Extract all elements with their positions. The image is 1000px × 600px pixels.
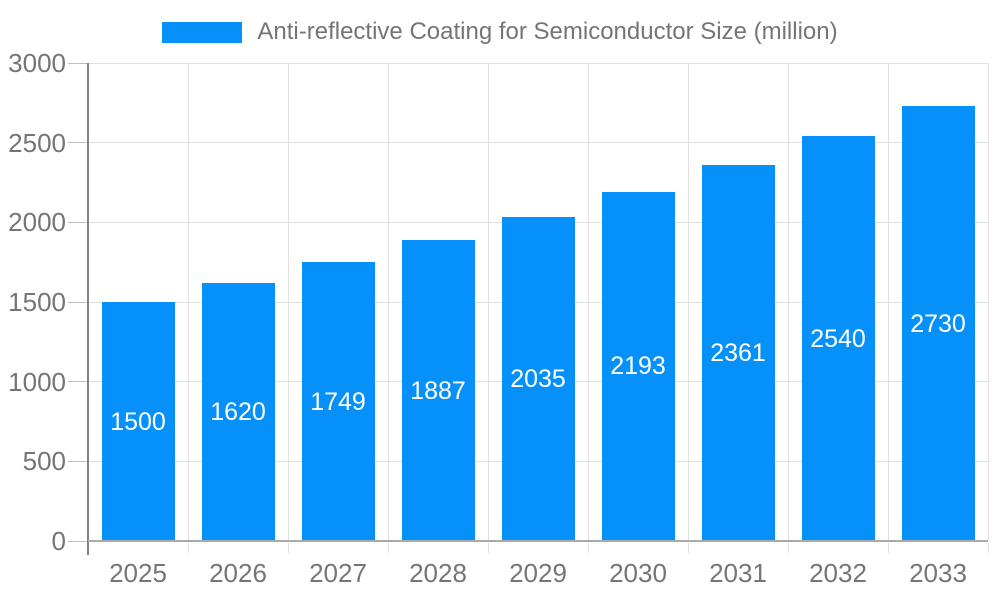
y-tick-mark	[68, 540, 88, 542]
x-tick-mark	[787, 543, 789, 553]
bar[interactable]	[701, 164, 775, 541]
x-tick-mark	[287, 543, 289, 553]
bar[interactable]	[601, 191, 675, 541]
bar-value-label: 2193	[610, 352, 666, 381]
y-tick-label: 1500	[8, 287, 66, 317]
x-axis-label: 2027	[309, 558, 367, 588]
bar-value-label: 2730	[910, 309, 966, 338]
y-tick-mark	[68, 62, 88, 64]
y-tick-label: 2000	[8, 207, 66, 238]
bar[interactable]	[901, 106, 975, 541]
x-axis-label: 2030	[609, 558, 667, 588]
x-gridline	[887, 63, 889, 541]
x-gridline	[287, 63, 289, 541]
x-tick-mark	[687, 543, 689, 553]
legend[interactable]: Anti-reflective Coating for Semiconducto…	[0, 14, 1000, 50]
y-tick-label: 3000	[8, 48, 66, 78]
x-gridline	[987, 63, 989, 541]
x-gridline	[587, 63, 589, 541]
x-gridline	[787, 63, 789, 541]
bar[interactable]	[101, 302, 175, 541]
y-gridline	[88, 62, 988, 64]
bar-value-label: 2035	[510, 364, 566, 393]
y-tick-label: 0	[51, 526, 66, 556]
y-tick-mark	[68, 142, 88, 144]
x-axis-label: 2033	[909, 558, 967, 588]
y-gridline	[88, 142, 988, 144]
x-tick-mark	[187, 543, 189, 553]
bar[interactable]	[801, 136, 875, 541]
legend-label[interactable]: Anti-reflective Coating for Semiconducto…	[257, 18, 838, 45]
y-tick-label: 1000	[8, 366, 66, 397]
bar-value-label: 1749	[310, 387, 366, 416]
bar-value-label: 1887	[410, 376, 466, 405]
bar-value-label: 2540	[810, 324, 866, 353]
y-tick-mark	[68, 381, 88, 383]
x-tick-mark	[887, 543, 889, 553]
x-gridline	[687, 63, 689, 541]
x-tick-mark	[487, 543, 489, 553]
x-gridline	[387, 63, 389, 541]
y-tick-label: 500	[22, 446, 66, 477]
x-axis-label: 2025	[109, 558, 167, 588]
x-tick-mark	[387, 543, 389, 553]
x-axis-label: 2029	[509, 558, 567, 588]
bar-value-label: 1500	[110, 407, 166, 436]
x-axis-label: 2028	[409, 558, 467, 588]
bar[interactable]	[401, 240, 475, 541]
bar[interactable]	[201, 282, 275, 541]
y-tick-label: 2500	[8, 127, 66, 158]
y-tick-mark	[68, 221, 88, 223]
bar[interactable]	[301, 262, 375, 541]
x-axis-label: 2032	[809, 558, 867, 588]
y-tick-mark	[68, 301, 88, 303]
bar-value-label: 1620	[210, 397, 266, 426]
x-tick-mark	[987, 543, 989, 553]
x-tick-mark	[587, 543, 589, 553]
bar[interactable]	[501, 216, 575, 541]
y-axis-line	[87, 63, 89, 555]
x-gridline	[487, 63, 489, 541]
x-gridline	[187, 63, 189, 541]
y-tick-mark	[68, 460, 88, 462]
x-axis-line	[88, 540, 988, 542]
x-axis-label: 2026	[209, 558, 267, 588]
legend-swatch[interactable]	[162, 21, 243, 43]
x-axis-label: 2031	[709, 558, 767, 588]
bar-value-label: 2361	[710, 338, 766, 367]
